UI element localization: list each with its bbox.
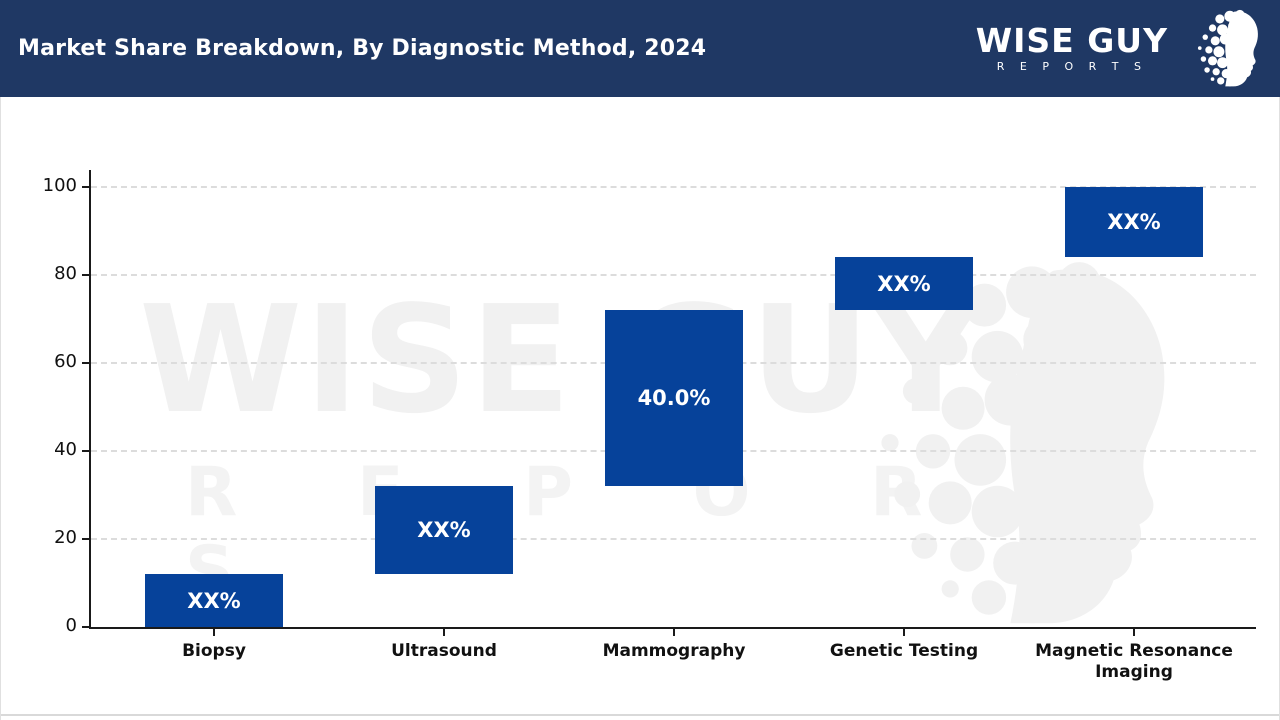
x-category-label-4: Genetic Testing (829, 641, 979, 661)
bar-genetic-testing: XX% (835, 257, 973, 311)
watermark-face-icon (881, 262, 1165, 624)
chart-title: Market Share Breakdown, By Diagnostic Me… (18, 36, 707, 61)
x-category-label-1: Biopsy (182, 641, 246, 661)
bar-biopsy: XX% (145, 574, 283, 627)
y-tick-label-80: 80 (54, 263, 77, 284)
logo-reports-text: R E P O R T S (996, 60, 1147, 73)
x-tick-4 (903, 629, 905, 636)
logo-wordmark: WISE GUY R E P O R T S (975, 21, 1168, 74)
y-tick-label-100: 100 (42, 175, 77, 196)
x-category-label-5: Magnetic Resonance Imaging (1035, 641, 1233, 682)
header: Market Share Breakdown, By Diagnostic Me… (0, 0, 1280, 97)
y-tick-label-20: 20 (54, 527, 77, 548)
logo-face-icon (1197, 9, 1258, 86)
bar-magnetic-resonance-imaging: XX% (1065, 187, 1203, 258)
y-tick-label-60: 60 (54, 351, 77, 372)
y-tick-40 (82, 450, 89, 452)
y-tick-label-0: 0 (65, 615, 77, 636)
x-category-label-3: Mammography (602, 641, 746, 661)
y-tick-0 (82, 626, 89, 628)
bar-value-label-mammography: 40.0% (637, 386, 711, 411)
bar-value-label-genetic-testing: XX% (877, 271, 931, 296)
x-tick-5 (1133, 629, 1135, 636)
y-tick-80 (82, 274, 89, 276)
wise-guy-logo: WISE GUY R E P O R T S (976, 8, 1266, 90)
y-tick-100 (82, 186, 89, 188)
bar-ultrasound: XX% (375, 486, 513, 575)
gridline-20 (91, 538, 1256, 540)
bar-value-label-magnetic-resonance-imaging: XX% (1107, 210, 1161, 235)
gridline-100 (91, 186, 1256, 188)
y-tick-label-40: 40 (54, 439, 77, 460)
logo-name-text: WISE GUY (975, 21, 1168, 60)
plot-area: 0 20 40 60 80 100 XX% XX% 40.0% XX% XX% Biopsy Ultra… (43, 170, 1256, 682)
bar-mammography: 40.0% (605, 310, 743, 487)
x-category-label-2: Ultrasound (391, 641, 497, 661)
x-tick-3 (673, 629, 675, 636)
gridline-80 (91, 274, 1256, 276)
bar-value-label-biopsy: XX% (187, 588, 241, 613)
x-tick-2 (443, 629, 445, 636)
chart-area: WISE GUY R E P O R T S 0 20 40 60 80 100 XX% XX… (0, 97, 1280, 720)
x-tick-1 (213, 629, 215, 636)
y-tick-20 (82, 538, 89, 540)
y-tick-60 (82, 362, 89, 364)
card-bottom-border (1, 714, 1279, 716)
bar-value-label-ultrasound: XX% (417, 518, 471, 543)
